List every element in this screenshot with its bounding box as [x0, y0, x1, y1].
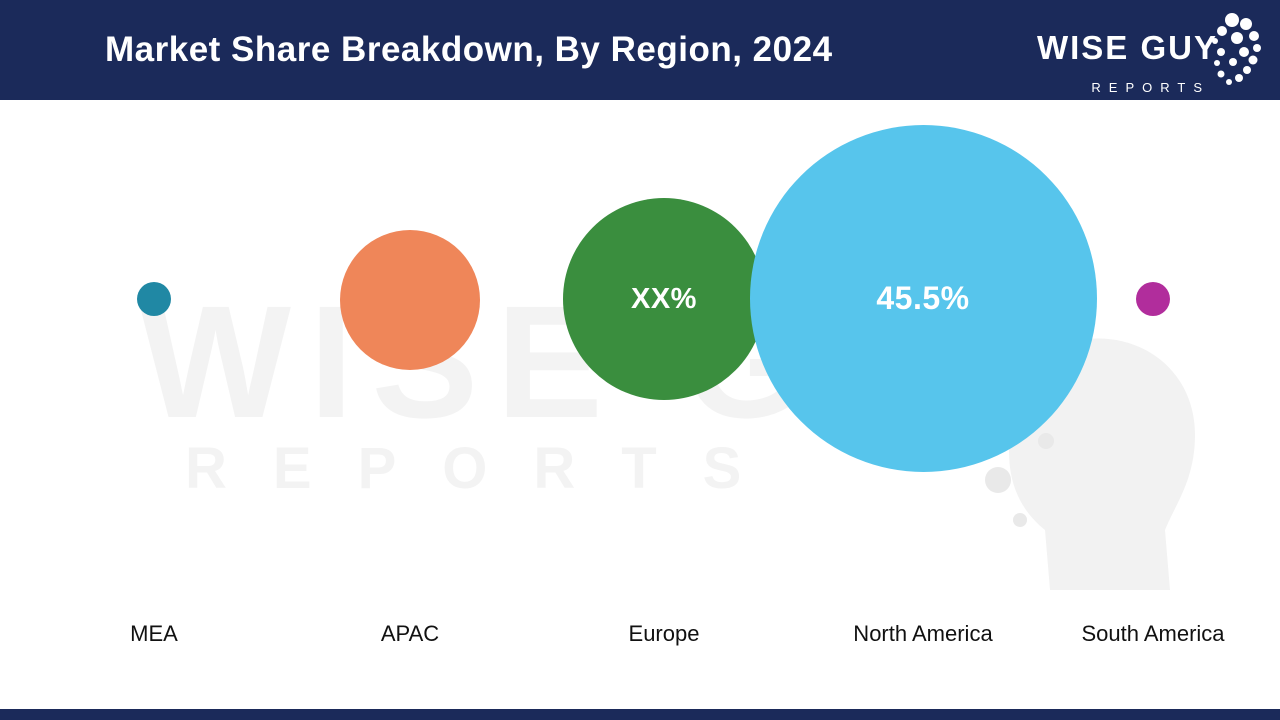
brand-head-icon: [1212, 13, 1261, 85]
bubble-value-label-europe: XX%: [631, 282, 697, 315]
brand-subtitle: REPORTS: [1091, 80, 1210, 95]
brand-logo-top: WISE GUY: [1037, 10, 1262, 86]
bubble-apac: [340, 230, 480, 370]
region-label-south-america: South America: [1081, 621, 1225, 646]
bubble-mea: [137, 282, 171, 316]
bubble-south-america: [1136, 282, 1170, 316]
bubble-value-label-north-america: 45.5%: [876, 279, 970, 316]
region-label-mea: MEA: [130, 621, 178, 646]
brand-name: WISE GUY: [1036, 29, 1218, 66]
footer-bar: [0, 709, 1280, 720]
bubble-north-america: 45.5%: [749, 124, 1097, 472]
page-title: Market Share Breakdown, By Region, 2024: [105, 30, 833, 69]
region-label-apac: APAC: [380, 621, 440, 646]
bubble-europe: XX%: [563, 198, 765, 400]
brand-logo: WISE GUY: [1037, 10, 1262, 95]
header: Market Share Breakdown, By Region, 2024 …: [0, 0, 1280, 100]
region-label-europe: Europe: [628, 621, 700, 646]
region-label-north-america: North America: [853, 621, 993, 646]
